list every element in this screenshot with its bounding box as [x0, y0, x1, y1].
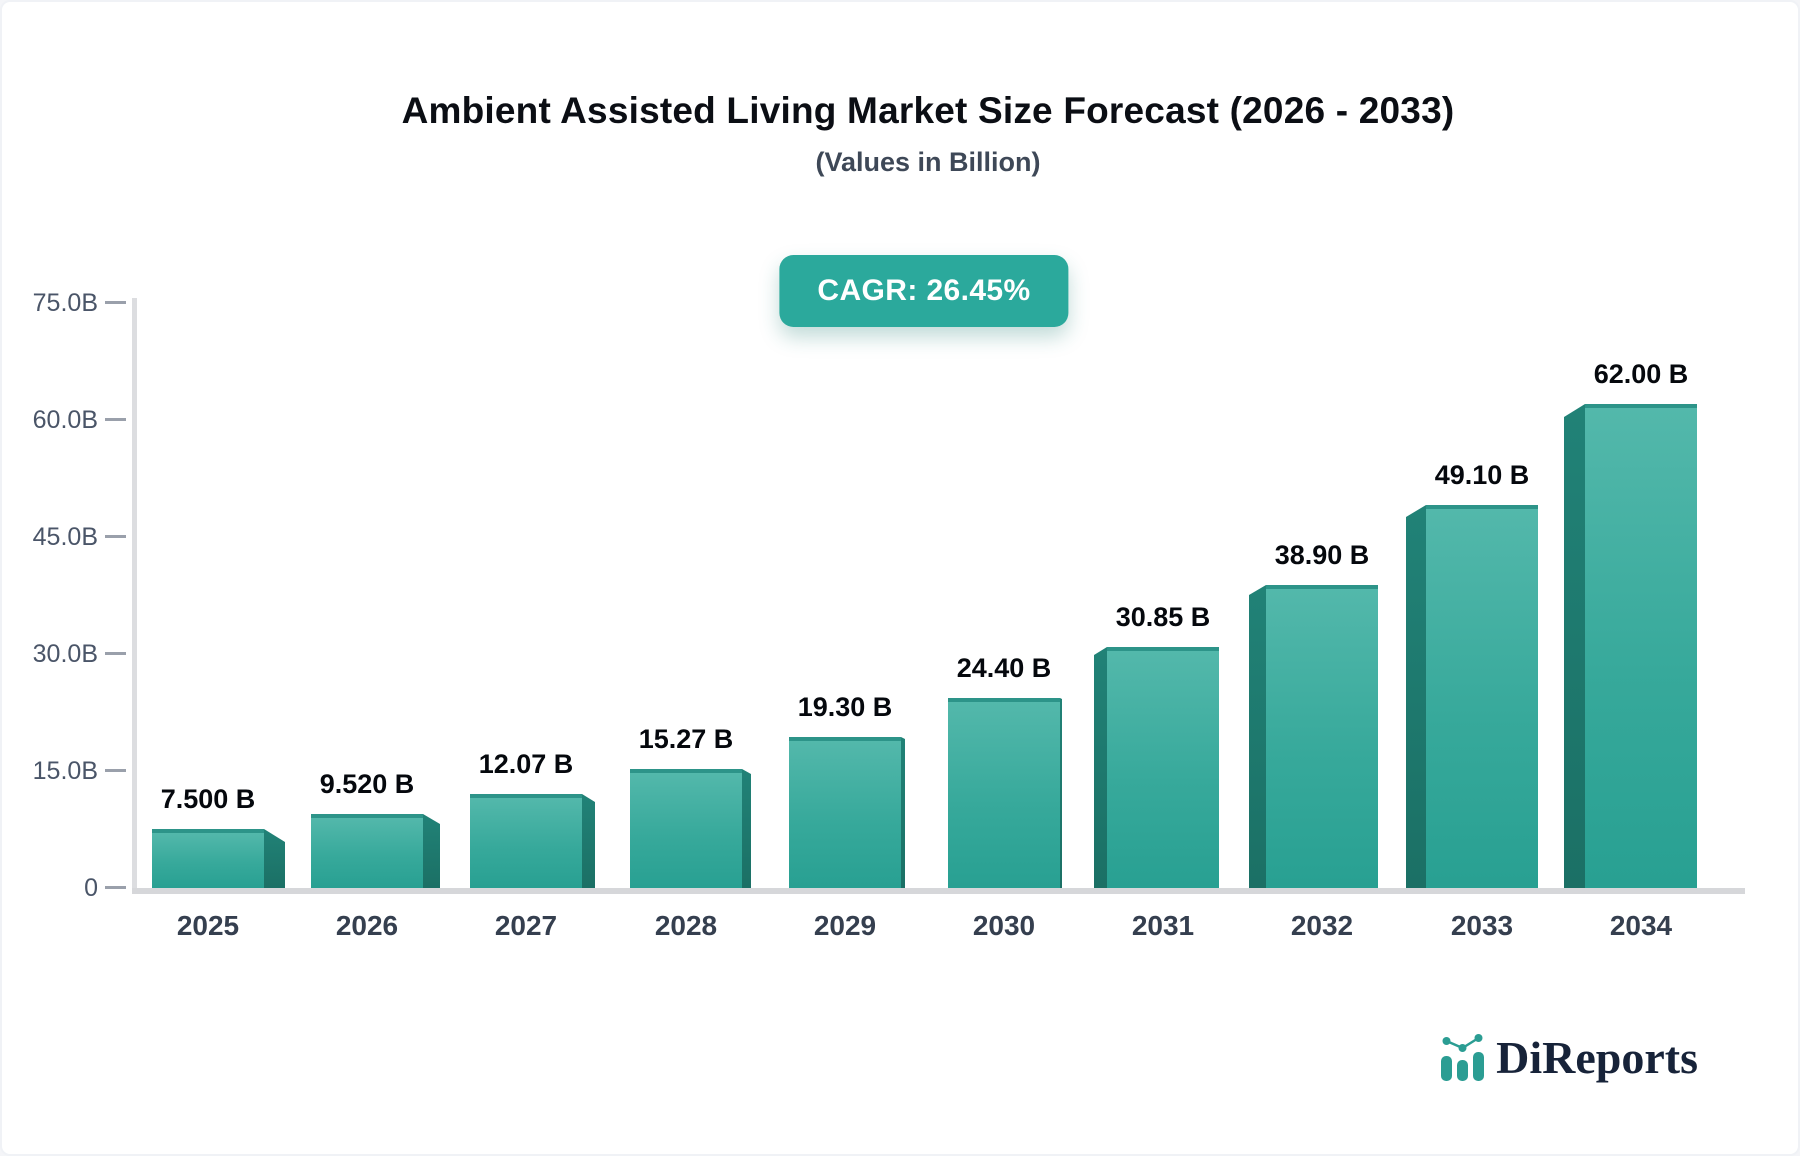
- bar-value-label: 62.00 B: [1593, 359, 1689, 389]
- bar-side-face: [264, 829, 285, 888]
- x-axis-label: 2025: [176, 910, 240, 941]
- bar-value-label: 15.27 B: [638, 724, 734, 754]
- bar-side-face: [423, 814, 440, 888]
- bar-front-face: [311, 814, 423, 888]
- bar-front-face: [470, 794, 582, 888]
- x-axis-label: 2031: [1131, 910, 1195, 941]
- direports-logo-text: DiReports: [1496, 1032, 1698, 1083]
- y-axis-tick-label: 45.0B: [32, 523, 98, 551]
- x-axis-label: 2032: [1290, 910, 1354, 941]
- bar-value-label: 9.520 B: [319, 769, 415, 799]
- y-axis-tick-label: 15.0B: [32, 757, 98, 785]
- y-axis-tick-label: 0: [84, 874, 98, 902]
- bar-front-face: [789, 737, 901, 888]
- chart-subtitle: (Values in Billion): [815, 147, 1041, 177]
- bar-side-face: [1094, 647, 1107, 888]
- bar-front-face: [152, 829, 264, 888]
- bar-front-face: [1426, 505, 1538, 888]
- x-axis-label: 2030: [972, 910, 1036, 941]
- bar-value-label: 7.500 B: [160, 784, 256, 814]
- x-axis-label: 2027: [494, 910, 558, 941]
- x-axis-label: 2029: [813, 910, 877, 941]
- y-axis-tick: [105, 301, 126, 304]
- y-axis-tick-label: 75.0B: [32, 289, 98, 317]
- bar-front-face: [1107, 647, 1219, 888]
- y-axis-tick: [105, 886, 126, 889]
- x-axis-label: 2033: [1450, 910, 1514, 941]
- bar-value-label: 30.85 B: [1115, 602, 1211, 632]
- chart-title: Ambient Assisted Living Market Size Fore…: [401, 90, 1455, 131]
- bar-value-label: 49.10 B: [1434, 460, 1530, 490]
- bar-side-face: [1564, 404, 1585, 888]
- bar-front-face: [630, 769, 742, 888]
- x-axis-line: [132, 888, 1745, 894]
- bar-side-face: [742, 769, 751, 888]
- y-axis-line: [132, 298, 137, 894]
- direports-logo: DiReports: [1440, 1034, 1698, 1082]
- cagr-badge: CAGR: 26.45%: [779, 255, 1069, 327]
- bar-side-face: [901, 737, 905, 888]
- bar-front-face: [1266, 585, 1378, 888]
- bar-value-label: 24.40 B: [956, 653, 1052, 683]
- y-axis-tick: [105, 652, 126, 655]
- x-axis-label: 2026: [335, 910, 399, 941]
- bar-side-face: [1060, 698, 1062, 888]
- y-axis-tick: [105, 769, 126, 772]
- bar-front-face: [948, 698, 1060, 888]
- bar-side-face: [1249, 585, 1266, 888]
- bar-side-face: [1406, 505, 1426, 888]
- bar-side-face: [582, 794, 595, 888]
- bar-value-label: 19.30 B: [797, 692, 893, 722]
- x-axis-label: 2028: [654, 910, 718, 941]
- y-axis-tick: [105, 418, 126, 421]
- y-axis-tick-label: 30.0B: [32, 640, 98, 668]
- y-axis-tick: [105, 535, 126, 538]
- bar-front-face: [1585, 404, 1697, 888]
- x-axis-label: 2034: [1609, 910, 1673, 941]
- y-axis-tick-label: 60.0B: [32, 406, 98, 434]
- bar-value-label: 12.07 B: [478, 749, 574, 779]
- chart-header: Ambient Assisted Living Market Size Fore…: [2, 90, 1798, 178]
- bar-value-label: 38.90 B: [1274, 540, 1370, 570]
- direports-logo-icon: [1441, 1034, 1485, 1081]
